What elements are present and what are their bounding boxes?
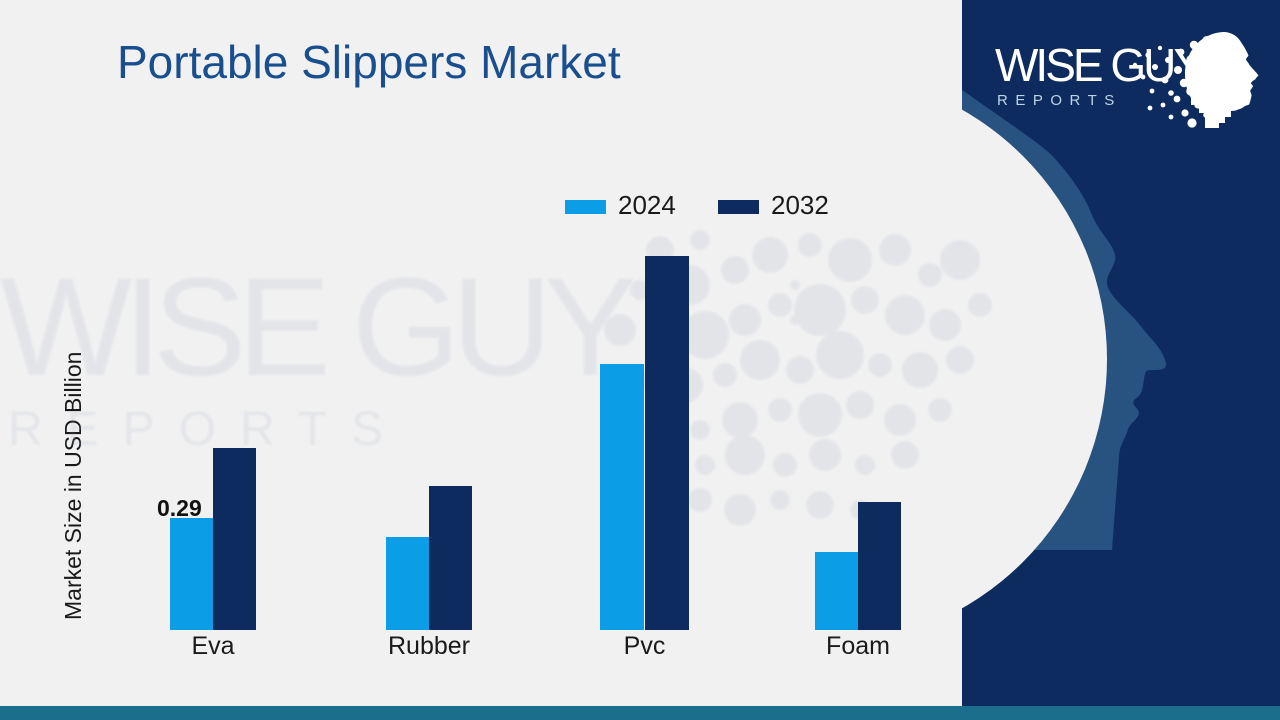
svg-text:REPORTS: REPORTS bbox=[997, 92, 1122, 109]
svg-text:WISE GUY: WISE GUY bbox=[995, 39, 1203, 91]
